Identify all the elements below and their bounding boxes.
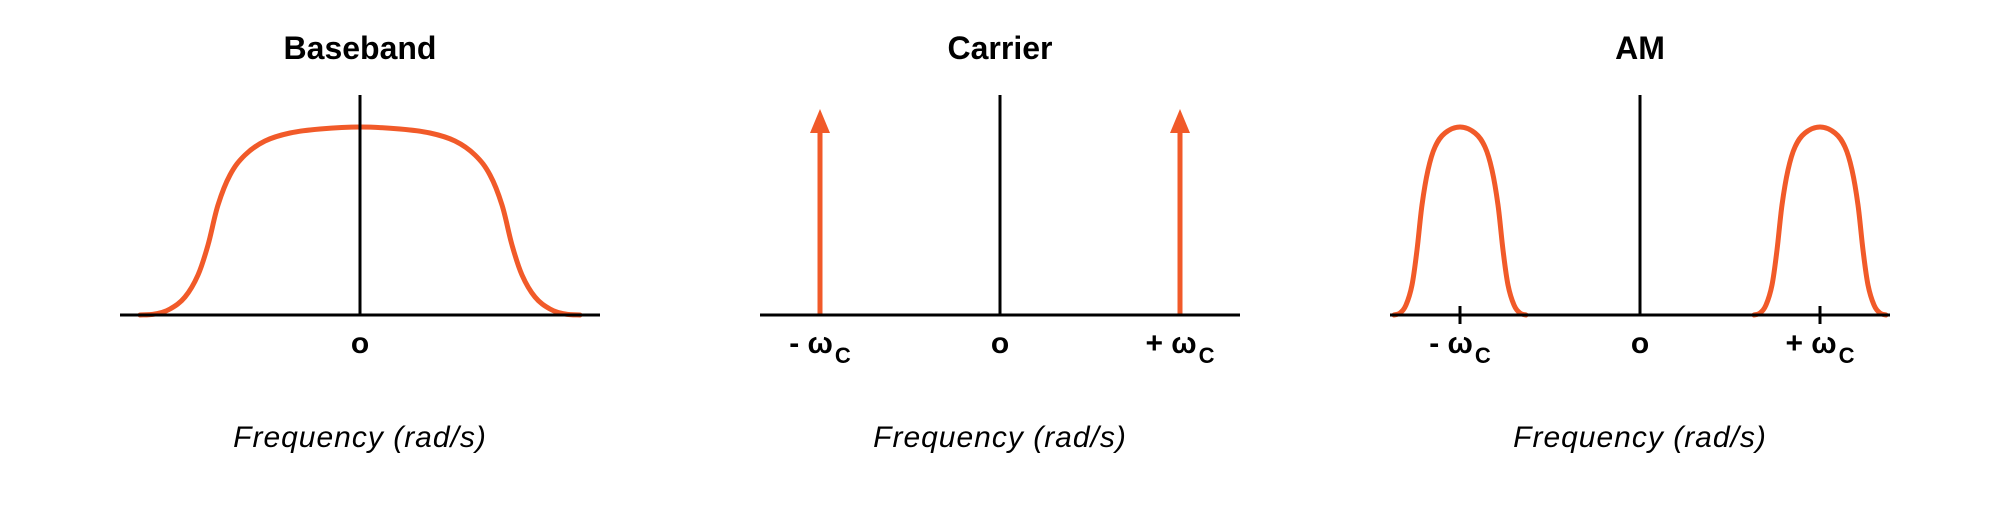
panel-baseband-title: Baseband [284,30,437,67]
panel-baseband-axis-label: Frequency (rad/s) [233,421,487,455]
panel-carrier-tick-label-1: o [991,327,1009,360]
diagram-container: Baseband o Frequency (rad/s) Carrier - ωC o + … [0,0,2000,517]
panel-carrier-tick-label-2: + ωC [1145,327,1214,368]
panel-baseband: Baseband o Frequency (rad/s) [80,30,640,455]
panel-am-plot: - ωC o + ωC [1360,75,1920,405]
panel-am-tick-label-2: + ωC [1785,327,1854,368]
panel-carrier-tick-label-0: - ωC [789,327,851,368]
panel-carrier-title: Carrier [948,30,1053,67]
panel-am-axis-label: Frequency (rad/s) [1513,421,1767,455]
panel-carrier-axis-label: Frequency (rad/s) [873,421,1127,455]
panel-am: AM - ωC o + ωC Frequency (rad/s) [1360,30,1920,455]
panel-am-tick-label-0: - ωC [1429,327,1491,368]
panel-am-curve-0 [1394,127,1526,315]
panel-carrier-impulse-0-head [810,109,830,133]
panel-am-tick-label-1: o [1631,327,1649,360]
panel-baseband-plot: o [80,75,640,405]
panel-am-curve-1 [1754,127,1886,315]
panel-carrier: Carrier - ωC o + ωC Frequency (rad/s) [720,30,1280,455]
panel-am-title: AM [1615,30,1665,67]
panel-carrier-plot: - ωC o + ωC [720,75,1280,405]
panel-baseband-tick-label-0: o [351,327,369,360]
panel-carrier-impulse-1-head [1170,109,1190,133]
